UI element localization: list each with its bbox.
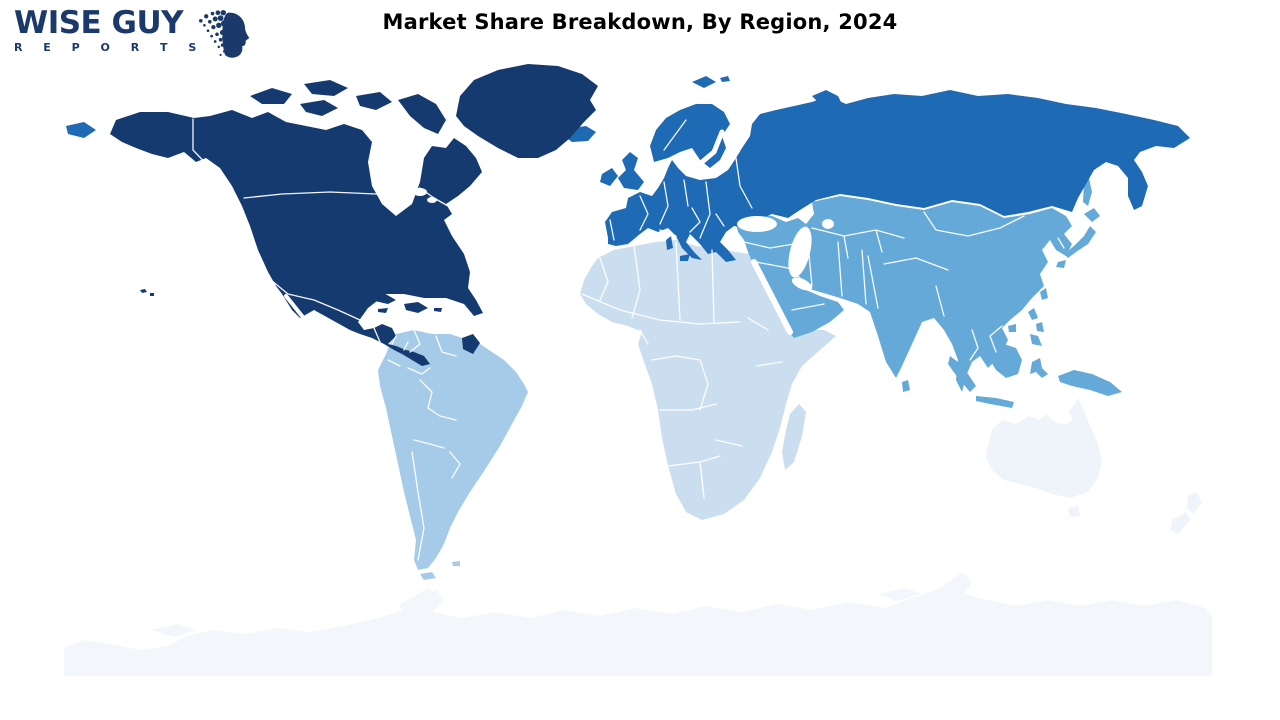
africa-mainland: [580, 240, 836, 520]
black-sea: [737, 216, 777, 232]
border-lines-north-america: [192, 118, 449, 351]
gulf-of-bothnia: [699, 129, 725, 165]
brand-name: WISE GUY: [14, 5, 184, 41]
scandinavia: [650, 104, 730, 168]
great-lakes-3: [427, 197, 437, 203]
logo-head-face: [222, 12, 250, 58]
border-lines-europe: [609, 119, 753, 241]
gulf-of-carpentaria: [1056, 412, 1072, 424]
region-africa: [580, 240, 836, 520]
north-america-mainland: [110, 110, 483, 366]
gulf-of-california: [284, 294, 304, 318]
caribbean-islands: [352, 282, 442, 313]
region-asia: [736, 178, 1122, 408]
south-america-islands: [420, 561, 460, 580]
greenland: [456, 64, 598, 158]
brand-logo: WISE GUY R E P O R T S: [14, 8, 255, 64]
region-north-america: [110, 64, 598, 366]
australia: [986, 398, 1102, 498]
oceania-islands: [1068, 492, 1202, 534]
border-lines-asia: [743, 211, 1065, 361]
antarctica-mainland: [64, 572, 1212, 676]
asia-mainland: [736, 196, 1072, 392]
sea-overlays: [284, 129, 1072, 424]
region-south-america: [378, 330, 528, 580]
brand-text: WISE GUY R E P O R T S: [14, 5, 205, 55]
hawaii: [140, 289, 154, 296]
red-sea: [751, 259, 793, 335]
great-lakes: [395, 193, 413, 203]
page-title: Market Share Breakdown, By Region, 2024: [382, 10, 898, 34]
region-oceania: [986, 398, 1202, 534]
south-america-mainland: [378, 330, 528, 570]
region-antarctica: [64, 572, 1212, 676]
arctic-islands: [250, 80, 446, 134]
asia-islands: [902, 178, 1122, 408]
country-borders: [192, 118, 1065, 561]
caspian-sea: [788, 226, 812, 278]
persian-gulf: [791, 277, 813, 291]
border-lines-africa: [581, 241, 783, 499]
aral-sea: [822, 219, 834, 229]
dotted-head-profile-icon: [198, 10, 250, 58]
madagascar: [782, 404, 806, 470]
border-lines-south-america: [387, 329, 461, 561]
brand-subname: R E P O R T S: [14, 41, 205, 54]
french-guiana: [462, 334, 480, 354]
